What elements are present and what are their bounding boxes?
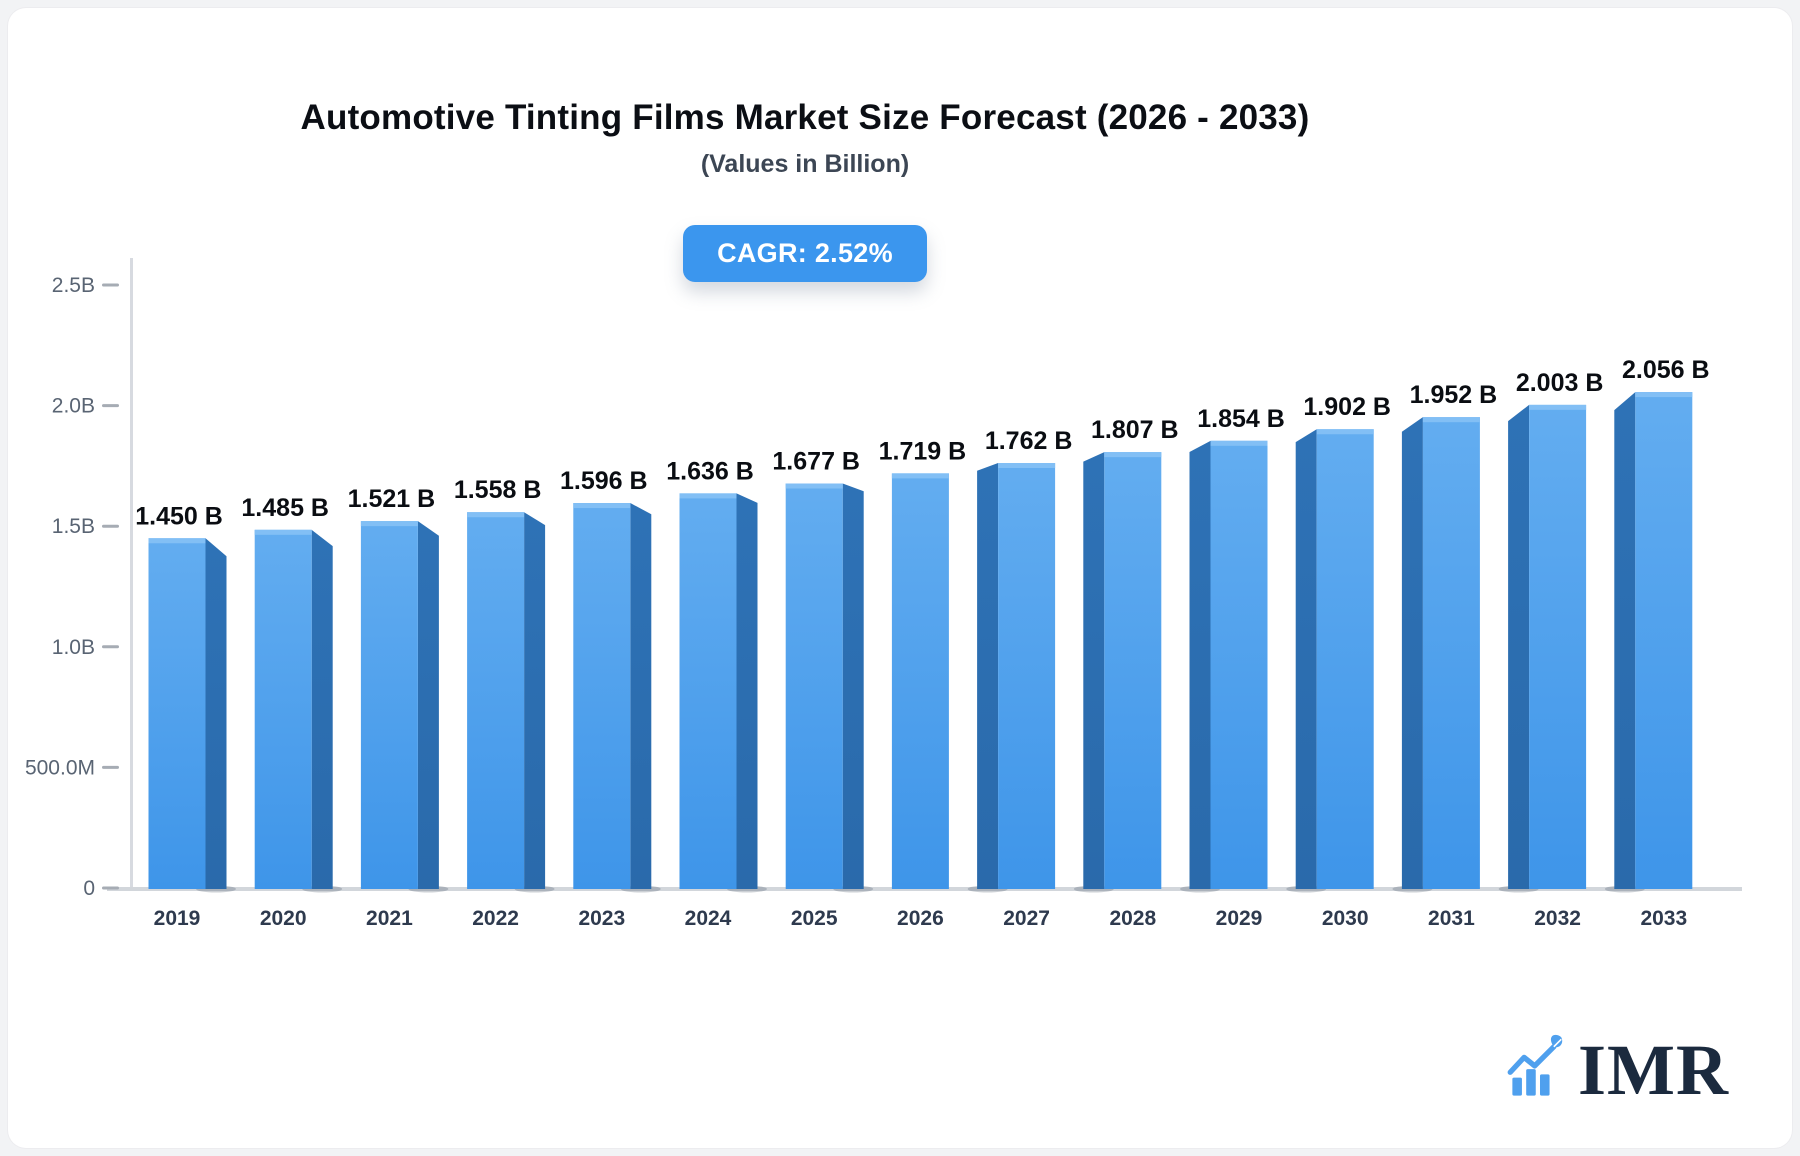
y-tick-mark [102,404,119,408]
y-tick-mark [102,283,119,287]
y-tick-mark [102,524,119,528]
bar-top-face [1635,392,1693,398]
y-tick-label: 2.5B [52,274,95,297]
bar-top-face [1104,452,1162,458]
bar-2021[interactable] [360,521,418,889]
cagr-badge: CAGR: 2.52% [683,225,927,282]
bar-side-face [630,503,652,889]
bar-top-face [148,538,206,544]
x-tick-label: 2025 [791,907,838,930]
x-tick-label: 2032 [1534,907,1581,930]
bar-top-face [360,521,418,527]
bar-side-face [1401,417,1423,889]
bar-value-label: 1.485 B [241,494,329,522]
x-tick-label: 2031 [1428,907,1475,930]
bar-2023[interactable] [573,503,631,889]
bar-2032[interactable] [1529,404,1587,889]
bar-top-face [785,483,843,489]
y-tick-mark [102,886,119,890]
imr-logo-text: IMR [1578,1030,1729,1110]
imr-logo-icon [1507,1034,1563,1096]
bar-top-face [467,512,525,518]
chart-title: Automotive Tinting Films Market Size For… [300,98,1310,137]
imr-logo: IMR [1506,1030,1729,1110]
bar-top-face [891,473,949,479]
bar-2020[interactable] [254,529,312,889]
y-tick-label: 1.0B [52,636,95,659]
y-tick-mark [102,645,119,649]
x-tick-label: 2033 [1640,907,1687,930]
x-tick-label: 2026 [897,907,944,930]
bar-value-label: 1.762 B [985,427,1073,455]
bar-2022[interactable] [467,512,525,889]
bar-top-face [1316,429,1374,435]
bar-side-face [1295,429,1317,889]
leaf-icon [1550,1034,1563,1048]
x-tick-label: 2029 [1216,907,1263,930]
bar-side-face [311,529,333,889]
bar-value-label: 2.003 B [1516,369,1604,397]
bar-side-face [205,538,227,889]
y-tick-label: 1.5B [52,515,95,538]
bar-2027[interactable] [998,463,1056,889]
x-tick-label: 2028 [1109,907,1156,930]
y-axis-line [130,258,133,891]
bar-side-face [1189,440,1211,889]
y-tick-label: 2.0B [52,395,95,418]
bar-value-label: 1.521 B [348,485,436,513]
bar-2019[interactable] [148,538,206,889]
x-tick-label: 2030 [1322,907,1369,930]
bar-top-face [1422,417,1480,423]
bar-value-label: 2.056 B [1622,356,1710,384]
x-tick-label: 2023 [578,907,625,930]
bar-value-label: 1.450 B [135,502,223,530]
bar-value-label: 1.558 B [454,476,542,504]
x-tick-label: 2020 [260,907,307,930]
y-tick-label: 500.0M [25,756,95,779]
bar-top-face [254,529,312,535]
bar-top-face [1529,404,1587,410]
bar-side-face [417,521,439,889]
x-tick-label: 2019 [154,907,201,930]
bar-value-label: 1.636 B [666,457,754,485]
bar-top-face [573,503,631,509]
bar-side-face [736,493,758,889]
bar-value-label: 1.952 B [1410,381,1498,409]
y-tick-label: 0 [83,877,95,900]
cagr-badge-wrap: CAGR: 2.52% [0,225,1610,282]
bar-value-label: 1.677 B [772,448,860,476]
x-tick-label: 2022 [472,907,519,930]
bar-side-face [524,512,546,889]
bar-2030[interactable] [1316,429,1374,889]
chart-subtitle: (Values in Billion) [700,150,910,178]
bar-value-label: 1.719 B [879,437,967,465]
x-tick-label: 2027 [1003,907,1050,930]
bar-2024[interactable] [679,493,737,889]
bar-side-face [1614,392,1636,889]
bar-2025[interactable] [785,483,843,889]
bar-side-face [842,483,864,889]
bar-2031[interactable] [1422,417,1480,889]
y-tick-mark [102,765,119,769]
bar-value-label: 1.807 B [1091,416,1179,444]
bar-value-label: 1.596 B [560,467,648,495]
x-tick-label: 2021 [366,907,413,930]
bar-top-face [1210,440,1268,446]
bar-top-face [998,463,1056,469]
bar-side-face [1083,452,1105,889]
bar-2033[interactable] [1635,392,1693,889]
bar-top-face [679,493,737,499]
bar-value-label: 1.902 B [1303,393,1391,421]
bar-2029[interactable] [1210,440,1268,889]
x-tick-label: 2024 [685,907,732,930]
bar-side-face [1508,404,1530,889]
bar-2026[interactable] [891,473,949,889]
bar-value-label: 1.854 B [1197,405,1285,433]
bar-side-face [977,463,999,889]
bar-2028[interactable] [1104,452,1162,889]
